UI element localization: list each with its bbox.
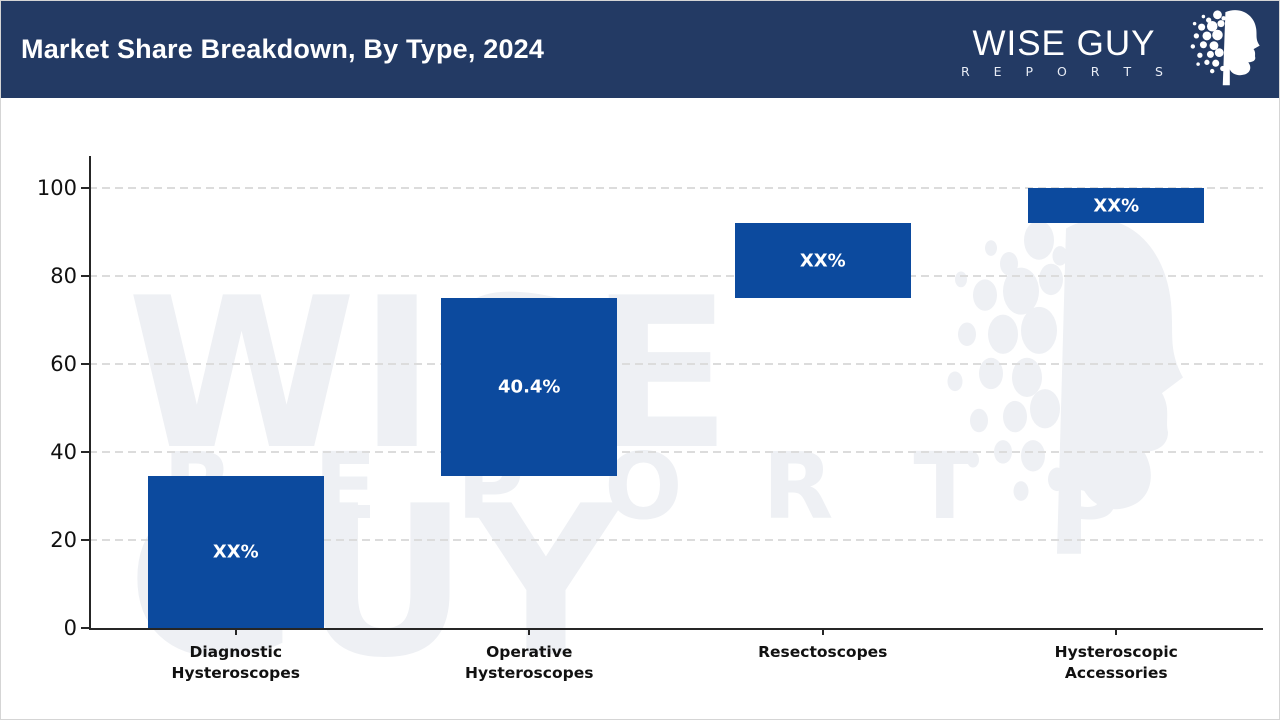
category-label-line: Resectoscopes [758,643,888,661]
ytick-label-0: 0 [63,616,77,640]
gridline-y60 [89,363,1263,365]
header: Market Share Breakdown, By Type, 2024 WI… [1,1,1279,98]
bar-value-label-0: XX% [212,541,259,563]
ytick-60 [81,363,89,365]
xtick-3 [1115,628,1118,635]
ytick-label-80: 80 [50,264,77,288]
wise-guy-logo: WISE GUY R E P O R T S [955,1,1265,98]
x-axis-line [89,628,1263,630]
bar-value-label-1: 40.4% [498,376,561,398]
bar-value-label-2: XX% [799,250,846,272]
ytick-label-20: 20 [50,528,77,552]
ytick-0 [81,627,89,629]
watermark-dotted-head-icon [947,219,1183,554]
bar-2 [734,223,911,299]
category-label-line: Accessories [1064,663,1168,682]
xtick-0 [234,628,237,635]
bar-1 [441,298,618,477]
logo-text: WISE GUY R E P O R T S [955,26,1173,79]
category-label-line: Hysteroscopes [171,663,300,682]
category-label-2: Resectoscopes [693,642,953,663]
ytick-80 [81,275,89,277]
gridline-y80 [89,275,1263,277]
category-label-line: Operative [486,643,573,661]
xtick-1 [528,628,531,635]
bar-0 [147,476,324,628]
ytick-20 [81,539,89,541]
gridline-y20 [89,539,1263,541]
category-label-0: Diagnostic Hysteroscopes [106,642,366,684]
category-label-line: Hysteroscopic [1054,643,1178,661]
category-label-1: Operative Hysteroscopes [399,642,659,684]
bar-value-label-3: XX% [1093,195,1140,217]
y-axis-line [89,156,91,630]
logo-brand-name: WISE GUY [972,24,1156,63]
chart-plot-area: XX% Diagnostic Hysteroscopes 40.4% Operative… [1,98,1279,719]
logo-brand-subtitle: R E P O R T S [960,64,1173,79]
category-label-3: Hysteroscopic Accessories [986,642,1246,684]
page-title: Market Share Breakdown, By Type, 2024 [21,34,545,64]
ytick-label-60: 60 [50,352,77,376]
category-label-line: Hysteroscopes [465,663,594,682]
ytick-label-100: 100 [36,176,77,200]
ytick-label-40: 40 [50,440,77,464]
dotted-head-icon [1190,9,1260,85]
ytick-40 [81,451,89,453]
ytick-100 [81,187,89,189]
gridline-y40 [89,451,1263,453]
bar-3 [1028,188,1205,224]
category-label-line: Diagnostic [189,643,283,661]
xtick-2 [821,628,824,635]
gridline-y100 [89,187,1263,189]
